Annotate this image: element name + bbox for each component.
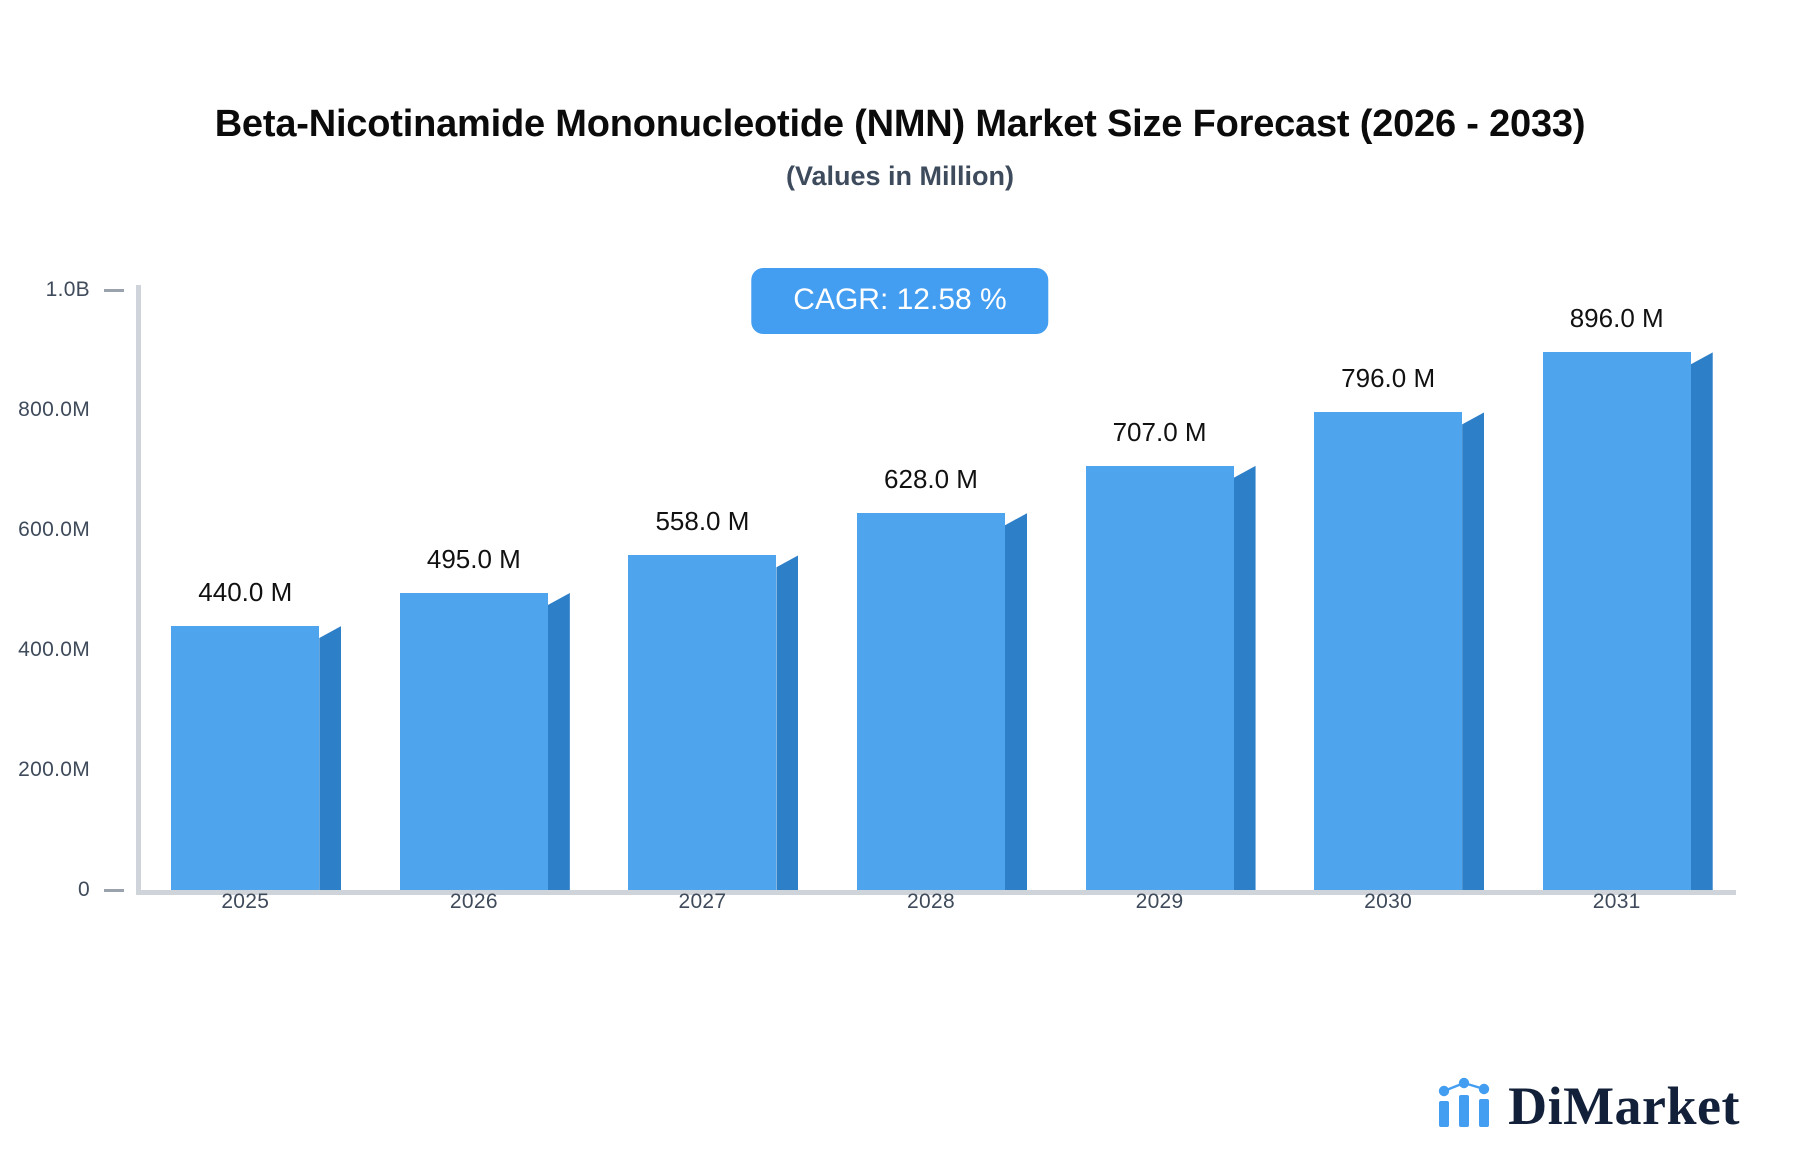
y-axis-tick-label: 400.0M [18, 638, 90, 661]
y-axis-tick-label: 1.0B [45, 278, 90, 301]
y-axis-tick: 200.0M [18, 758, 124, 782]
bar-value-label: 896.0 M [1569, 303, 1664, 334]
bar-value-label: 495.0 M [426, 544, 521, 574]
chart-subtitle: (Values in Million) [785, 160, 1015, 191]
x-axis-tick-label: 2027 [678, 890, 727, 913]
bar-side-panel [1690, 352, 1713, 890]
bar-side-panel [547, 593, 570, 890]
y-axis-tick-label: 0 [78, 878, 90, 901]
y-axis-line [136, 285, 141, 890]
x-axis-line [136, 890, 1736, 895]
logo-text: DiMarket [1508, 1075, 1740, 1136]
bar-face [1085, 465, 1234, 890]
bar-group[interactable]: 495.0 M 2026 [399, 544, 570, 913]
y-axis-tick: 600.0M [18, 518, 124, 542]
bar-group[interactable]: 896.0 M 2031 [1542, 303, 1713, 913]
y-axis-tick-label: 600.0M [18, 518, 90, 541]
x-axis-tick-label: 2026 [449, 890, 498, 913]
x-axis-tick-label: 2031 [1592, 890, 1641, 913]
y-axis-tick: 1.0B [46, 278, 124, 302]
page-title: Beta-Nicotinamide Mononucleotide (NMN) M… [214, 103, 1586, 145]
y-axis-tick-dash [104, 888, 124, 892]
y-axis-tick-label: 800.0M [18, 398, 90, 421]
bar-group[interactable]: 796.0 M 2030 [1314, 363, 1485, 913]
bar-face [628, 555, 777, 890]
bar-side-panel [319, 626, 342, 890]
bar-side-panel [1005, 513, 1027, 890]
bar-side-panel [1233, 465, 1256, 890]
dimarket-logo: DiMarket [1436, 1077, 1740, 1134]
x-axis-tick-label: 2029 [1135, 890, 1184, 913]
x-axis-tick-label: 2025 [221, 890, 270, 913]
bar-side-panel [776, 555, 799, 890]
bar-chart-logo-icon [1436, 1077, 1494, 1134]
bar-side-panel [1462, 412, 1485, 890]
bar-group[interactable]: 707.0 M 2029 [1085, 417, 1256, 913]
y-axis-tick: 400.0M [18, 638, 124, 662]
bar-value-label: 707.0 M [1112, 416, 1207, 447]
x-axis-tick-label: 2028 [907, 890, 955, 913]
plot-area: 1.0B 800.0M 600.0M 400.0M 200.0M 0 440.0 M 202… [18, 278, 1736, 913]
bar-face [1314, 412, 1463, 890]
bar-face [171, 626, 320, 890]
bar-face [857, 513, 1005, 890]
y-axis-tick: 0 [78, 878, 124, 902]
bar-value-label: 440.0 M [198, 577, 293, 607]
y-axis-tick-dash [104, 288, 124, 292]
bar-face [399, 593, 548, 890]
bar-value-label: 628.0 M [884, 464, 978, 495]
y-axis-tick-label: 200.0M [18, 758, 90, 781]
x-axis-tick-label: 2030 [1364, 890, 1413, 913]
bar-face [1542, 352, 1691, 890]
cagr-badge: CAGR: 12.58 % [751, 268, 1049, 334]
bar-value-label: 796.0 M [1341, 363, 1436, 394]
bar-group[interactable]: 558.0 M 2027 [628, 506, 799, 913]
bar-series: 440.0 M 2025 495.0 M 2026 558.0 M 2027 628.0 M… [136, 290, 1736, 913]
title-block: Beta-Nicotinamide Mononucleotide (NMN) M… [0, 103, 1800, 191]
bar-group[interactable]: 628.0 M 2028 [857, 464, 1027, 913]
bar-group[interactable]: 440.0 M 2025 [171, 577, 342, 913]
y-axis-tick: 800.0M [18, 398, 124, 422]
bar-value-label: 558.0 M [655, 506, 750, 537]
